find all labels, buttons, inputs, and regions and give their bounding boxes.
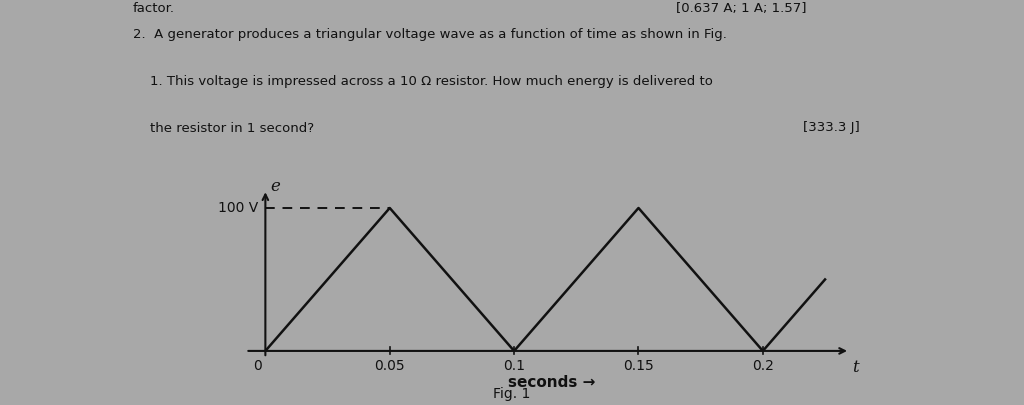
Text: t: t [852, 360, 859, 377]
Text: [0.637 A; 1 A; 1.57]: [0.637 A; 1 A; 1.57] [676, 2, 806, 15]
Text: 100 V: 100 V [218, 201, 258, 215]
Text: 0.2: 0.2 [752, 360, 774, 373]
Text: 0: 0 [254, 360, 262, 373]
Text: factor.: factor. [133, 2, 175, 15]
Text: 0.05: 0.05 [375, 360, 406, 373]
Text: Fig. 1: Fig. 1 [494, 387, 530, 401]
Text: 0.1: 0.1 [503, 360, 525, 373]
Text: 0.15: 0.15 [624, 360, 654, 373]
Text: 2.  A generator produces a triangular voltage wave as a function of time as show: 2. A generator produces a triangular vol… [133, 28, 727, 41]
Text: 1. This voltage is impressed across a 10 Ω resistor. How much energy is delivere: 1. This voltage is impressed across a 10… [133, 75, 713, 88]
Text: the resistor in 1 second?: the resistor in 1 second? [133, 122, 314, 134]
Text: e: e [270, 178, 281, 195]
Text: seconds →: seconds → [508, 375, 595, 390]
Text: [333.3 J]: [333.3 J] [804, 122, 860, 134]
